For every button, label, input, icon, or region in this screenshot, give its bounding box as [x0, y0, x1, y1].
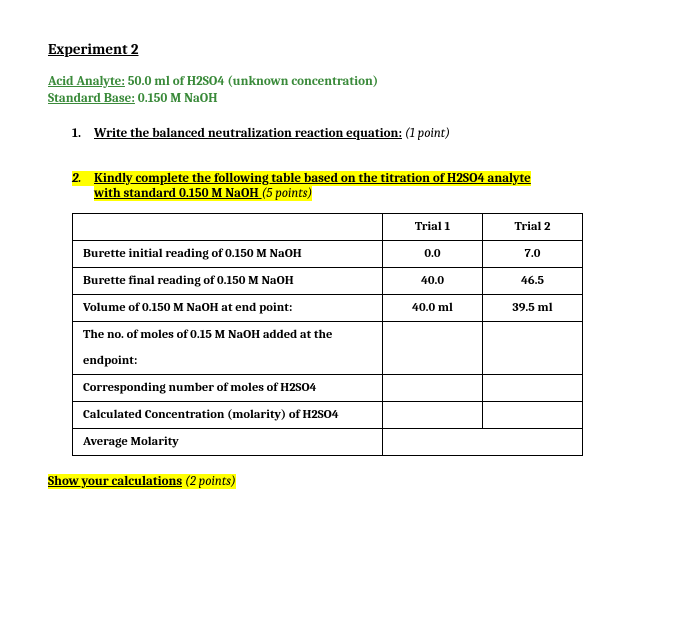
q1-number: 1. — [72, 126, 94, 141]
table-row: Corresponding number of moles of H2SO4 — [73, 375, 583, 402]
acid-analyte-label: Acid Analyte: — [48, 74, 125, 89]
row-initial-label: Burette initial reading of 0.150 M NaOH — [73, 241, 383, 268]
show-calculations: Show your calculations (2 points) — [48, 474, 652, 489]
q2-number: 2. — [72, 171, 94, 186]
standard-base-line: Standard Base: 0.150 M NaOH — [48, 91, 652, 106]
table-row: Burette initial reading of 0.150 M NaOH … — [73, 241, 583, 268]
acid-analyte-line: Acid Analyte: 50.0 ml of H2SO4 (unknown … — [48, 74, 652, 89]
row-average-label: Average Molarity — [73, 429, 383, 456]
row-final-t2: 46.5 — [483, 268, 583, 295]
row-corresponding-t1 — [383, 375, 483, 402]
row-moles-label-a: The no. of moles of 0.15 M NaOH added at… — [73, 322, 383, 349]
question-1: 1. Write the balanced neutralization rea… — [48, 126, 652, 141]
row-calculated-t1 — [383, 402, 483, 429]
table-header-row: Trial 1 Trial 2 — [73, 214, 583, 241]
table-row: Average Molarity — [73, 429, 583, 456]
q1-prompt: Write the balanced neutralization reacti… — [94, 126, 402, 141]
row-final-label: Burette final reading of 0.150 M NaOH — [73, 268, 383, 295]
row-initial-t2: 7.0 — [483, 241, 583, 268]
q2-text: Kindly complete the following table base… — [94, 171, 531, 201]
table-row: The no. of moles of 0.15 M NaOH added at… — [73, 322, 583, 349]
row-calculated-t2 — [483, 402, 583, 429]
row-calculated-label: Calculated Concentration (molarity) of H… — [73, 402, 383, 429]
standard-base-label: Standard Base: — [48, 91, 135, 106]
row-corresponding-label: Corresponding number of moles of H2SO4 — [73, 375, 383, 402]
table-row: Volume of 0.150 M NaOH at end point: 40.… — [73, 295, 583, 322]
row-moles-t2 — [483, 322, 583, 349]
header-blank — [73, 214, 383, 241]
standard-base-value: 0.150 M NaOH — [135, 91, 218, 106]
table-row: endpoint: — [73, 348, 583, 375]
header-trial2: Trial 2 — [483, 214, 583, 241]
show-calc-label: Show your calculations — [48, 474, 182, 489]
titration-table: Trial 1 Trial 2 Burette initial reading … — [72, 213, 583, 456]
header-trial1: Trial 1 — [383, 214, 483, 241]
question-2: 2. Kindly complete the following table b… — [48, 171, 652, 201]
row-moles-t1 — [383, 322, 483, 349]
experiment-title: Experiment 2 — [48, 40, 652, 58]
table-row: Calculated Concentration (molarity) of H… — [73, 402, 583, 429]
row-final-t1: 40.0 — [383, 268, 483, 295]
table-row: Burette final reading of 0.150 M NaOH 40… — [73, 268, 583, 295]
q2-points: (5 points) — [262, 186, 313, 201]
q1-text: Write the balanced neutralization reacti… — [94, 126, 450, 141]
row-volume-t1: 40.0 ml — [383, 295, 483, 322]
row-volume-label: Volume of 0.150 M NaOH at end point: — [73, 295, 383, 322]
row-volume-t2: 39.5 ml — [483, 295, 583, 322]
q1-points: (1 point) — [402, 126, 450, 141]
show-calc-points: (2 points) — [182, 474, 236, 489]
row-moles-label-b: endpoint: — [73, 348, 383, 375]
acid-analyte-value: 50.0 ml of H2SO4 (unknown concentration) — [125, 74, 378, 89]
q2-line1: Kindly complete the following table base… — [94, 171, 531, 186]
row-average-value — [383, 429, 583, 456]
q2-line2: with standard 0.150 M NaOH — [94, 186, 262, 201]
row-initial-t1: 0.0 — [383, 241, 483, 268]
worksheet-page: Experiment 2 Acid Analyte: 50.0 ml of H2… — [0, 0, 700, 509]
row-corresponding-t2 — [483, 375, 583, 402]
